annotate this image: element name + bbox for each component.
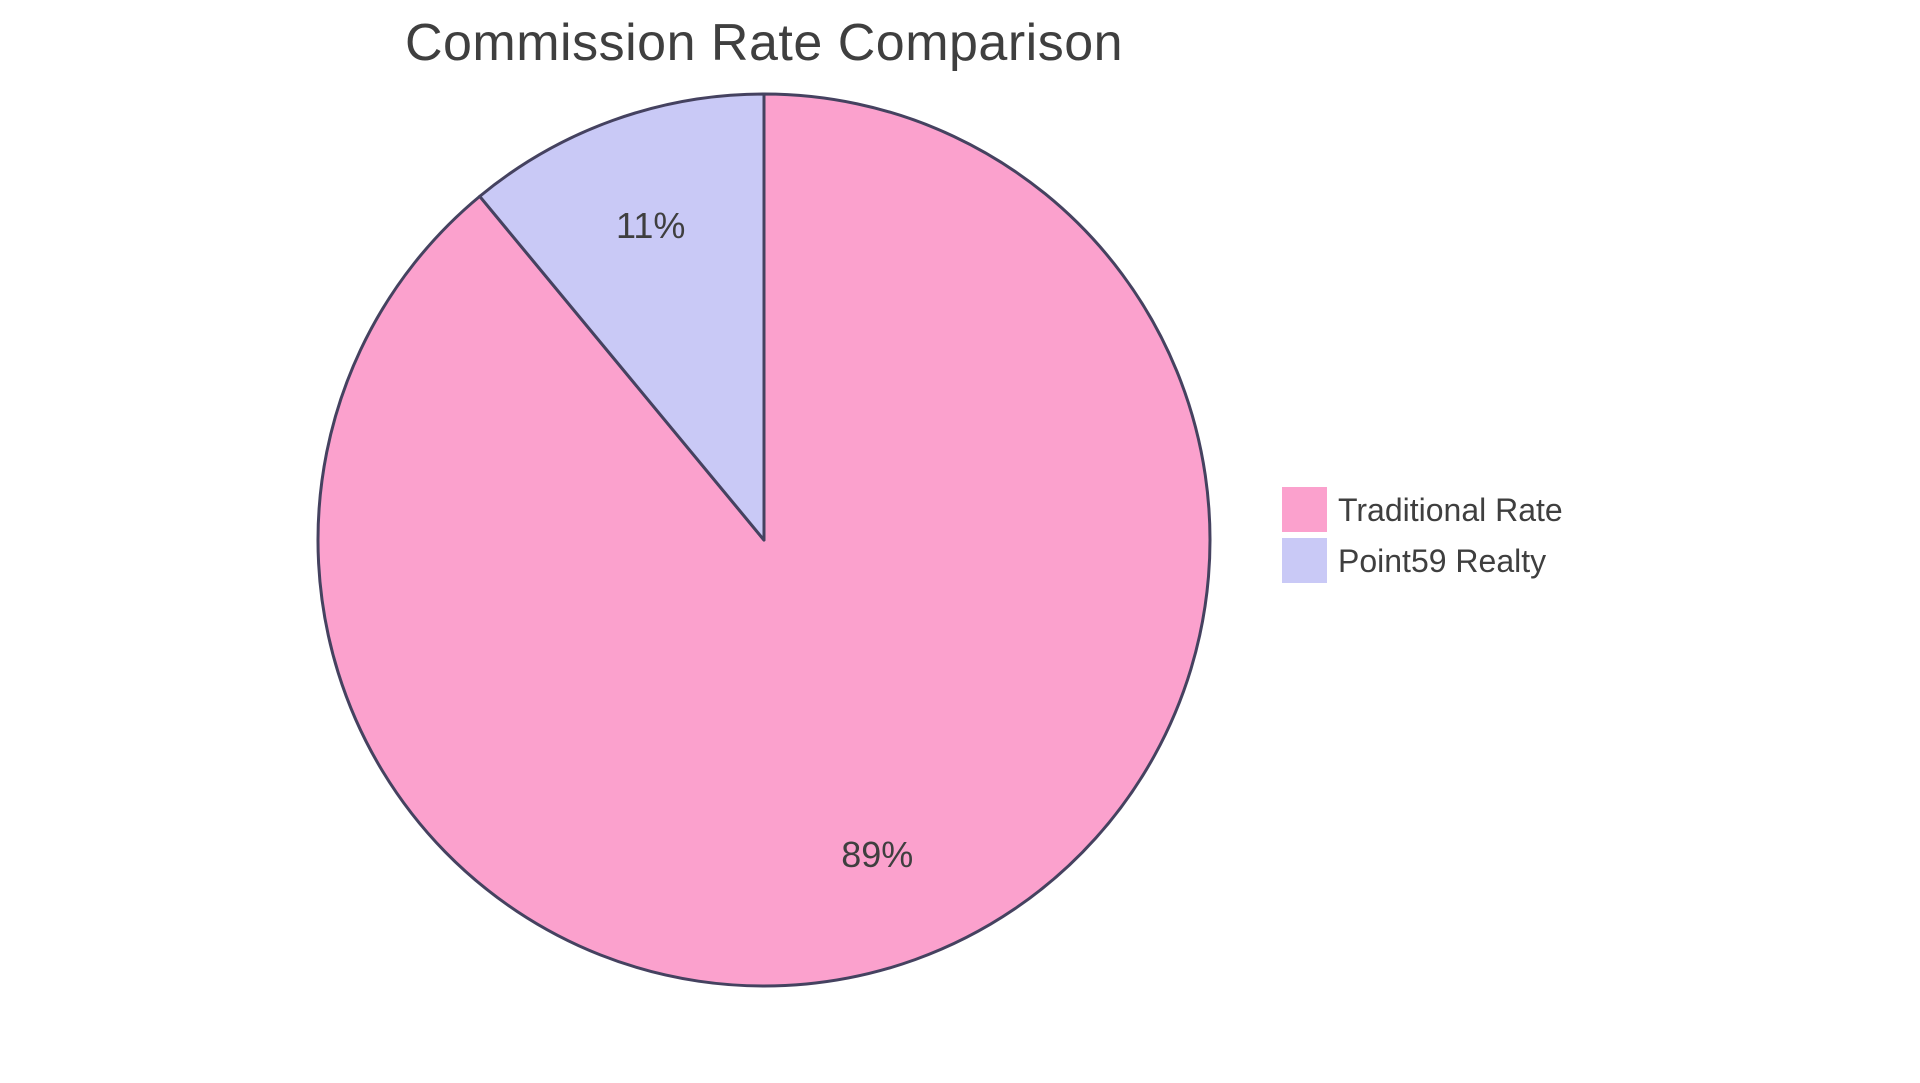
chart-legend: Traditional Rate Point59 Realty xyxy=(1282,487,1563,583)
pie-slice-1 xyxy=(478,92,766,542)
legend-label: Point59 Realty xyxy=(1338,542,1547,579)
pie-slice-label-1: 11% xyxy=(616,205,685,246)
legend-label: Traditional Rate xyxy=(1338,491,1563,528)
legend-swatch xyxy=(1282,538,1327,583)
pie-slice-label-0: 89% xyxy=(841,834,913,875)
pie-chart: 89% 11% xyxy=(316,92,1212,988)
legend-swatch xyxy=(1282,487,1327,532)
legend-item-1: Point59 Realty xyxy=(1282,538,1563,583)
chart-title: Commission Rate Comparison xyxy=(404,14,1124,72)
legend-item-0: Traditional Rate xyxy=(1282,487,1563,532)
